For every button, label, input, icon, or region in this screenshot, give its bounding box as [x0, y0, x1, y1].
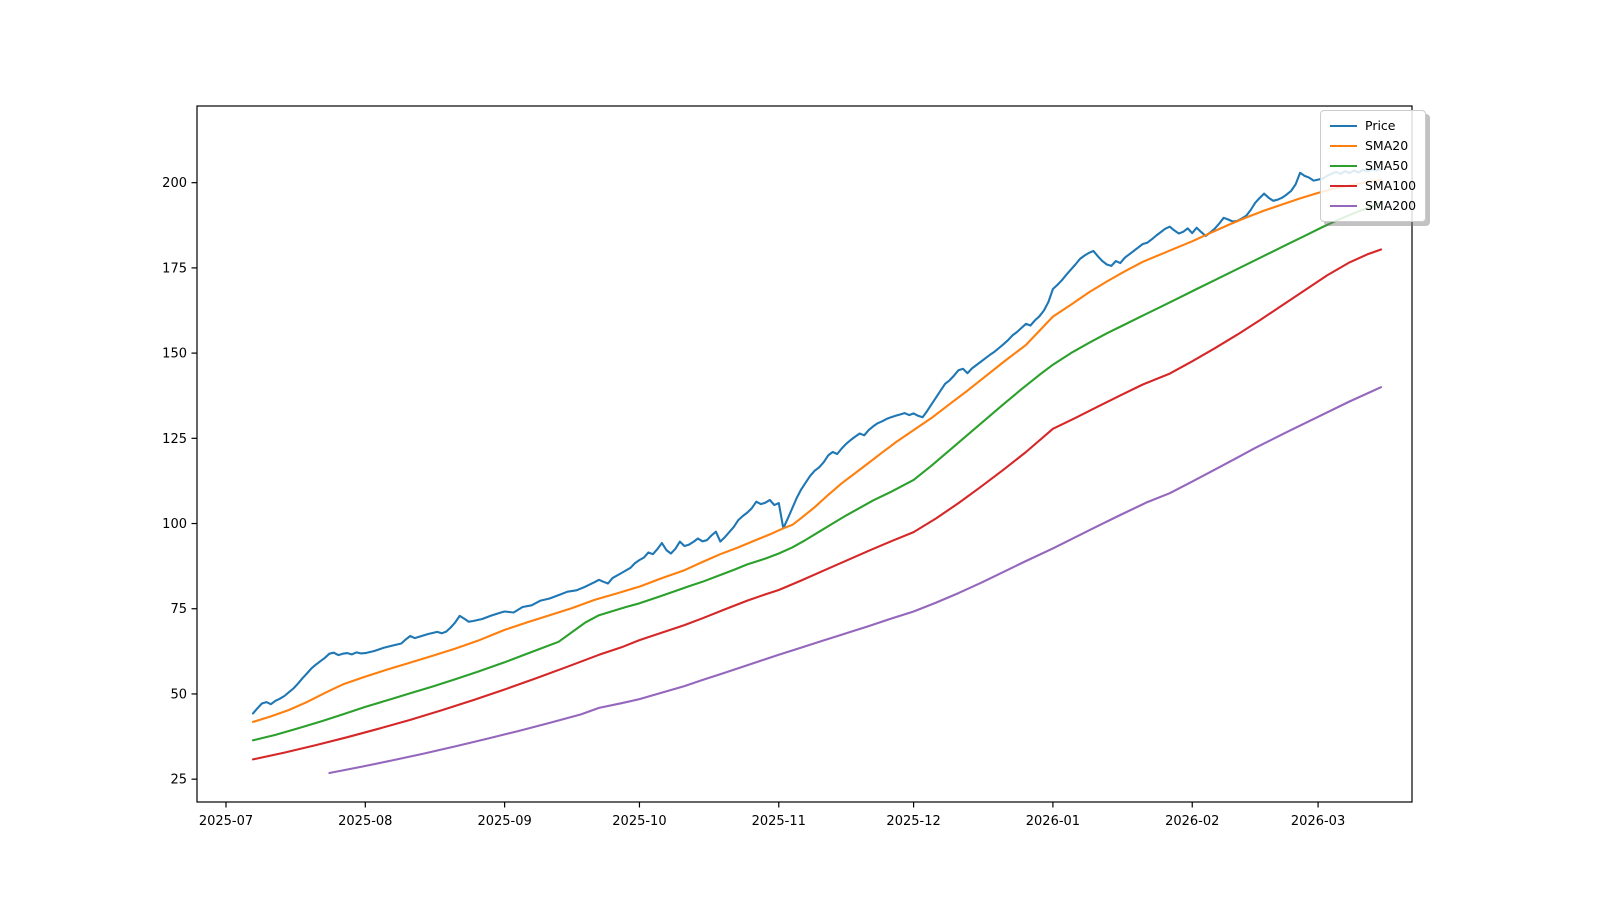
y-tick-label: 100: [162, 517, 187, 532]
y-tick-label: 125: [162, 432, 187, 447]
series-line-sma20: [251, 178, 1383, 723]
legend-item-sma200: SMA200: [1330, 196, 1416, 216]
axes-spines: [196, 105, 1413, 803]
x-tick-label: 2025-10: [612, 814, 666, 829]
legend-item-sma50: SMA50: [1330, 156, 1416, 176]
x-tick-label: 2025-07: [199, 814, 253, 829]
x-tick-label: 2025-11: [752, 814, 806, 829]
legend-item-sma100: SMA100: [1330, 176, 1416, 196]
y-tick-label: 200: [162, 176, 187, 191]
legend-label: SMA200: [1365, 197, 1417, 213]
legend-swatch-sma100: [1330, 185, 1357, 187]
x-tick-label: 2025-09: [477, 814, 531, 829]
legend-label: SMA100: [1365, 177, 1417, 193]
y-tick-label: 150: [162, 347, 187, 362]
x-tick-label: 2025-08: [338, 814, 392, 829]
legend: Price SMA20 SMA50 SMA100 SMA200: [1320, 110, 1427, 222]
y-tick-label: 75: [170, 602, 187, 617]
legend-label: SMA20: [1365, 137, 1409, 153]
legend-swatch-sma20: [1330, 145, 1357, 147]
series-lines: [251, 167, 1383, 775]
legend-label: Price: [1365, 117, 1396, 133]
legend-swatch-sma200: [1330, 205, 1357, 207]
legend-item-price: Price: [1330, 116, 1416, 136]
y-tick-label: 25: [170, 773, 187, 788]
x-tick-label: 2026-01: [1026, 814, 1080, 829]
legend-swatch-sma50: [1330, 165, 1357, 167]
y-tick-label: 175: [162, 261, 187, 276]
x-tick-label: 2026-03: [1291, 814, 1345, 829]
legend-item-sma20: SMA20: [1330, 136, 1416, 156]
series-line-sma100: [251, 248, 1383, 761]
legend-label: SMA50: [1365, 157, 1409, 173]
series-line-sma50: [251, 202, 1383, 742]
legend-swatch-price: [1330, 125, 1357, 127]
series-line-price: [251, 167, 1383, 715]
y-tick-label: 50: [170, 687, 187, 702]
series-line-sma200: [328, 386, 1383, 775]
x-tick-label: 2026-02: [1165, 814, 1219, 829]
x-tick-label: 2025-12: [886, 814, 940, 829]
